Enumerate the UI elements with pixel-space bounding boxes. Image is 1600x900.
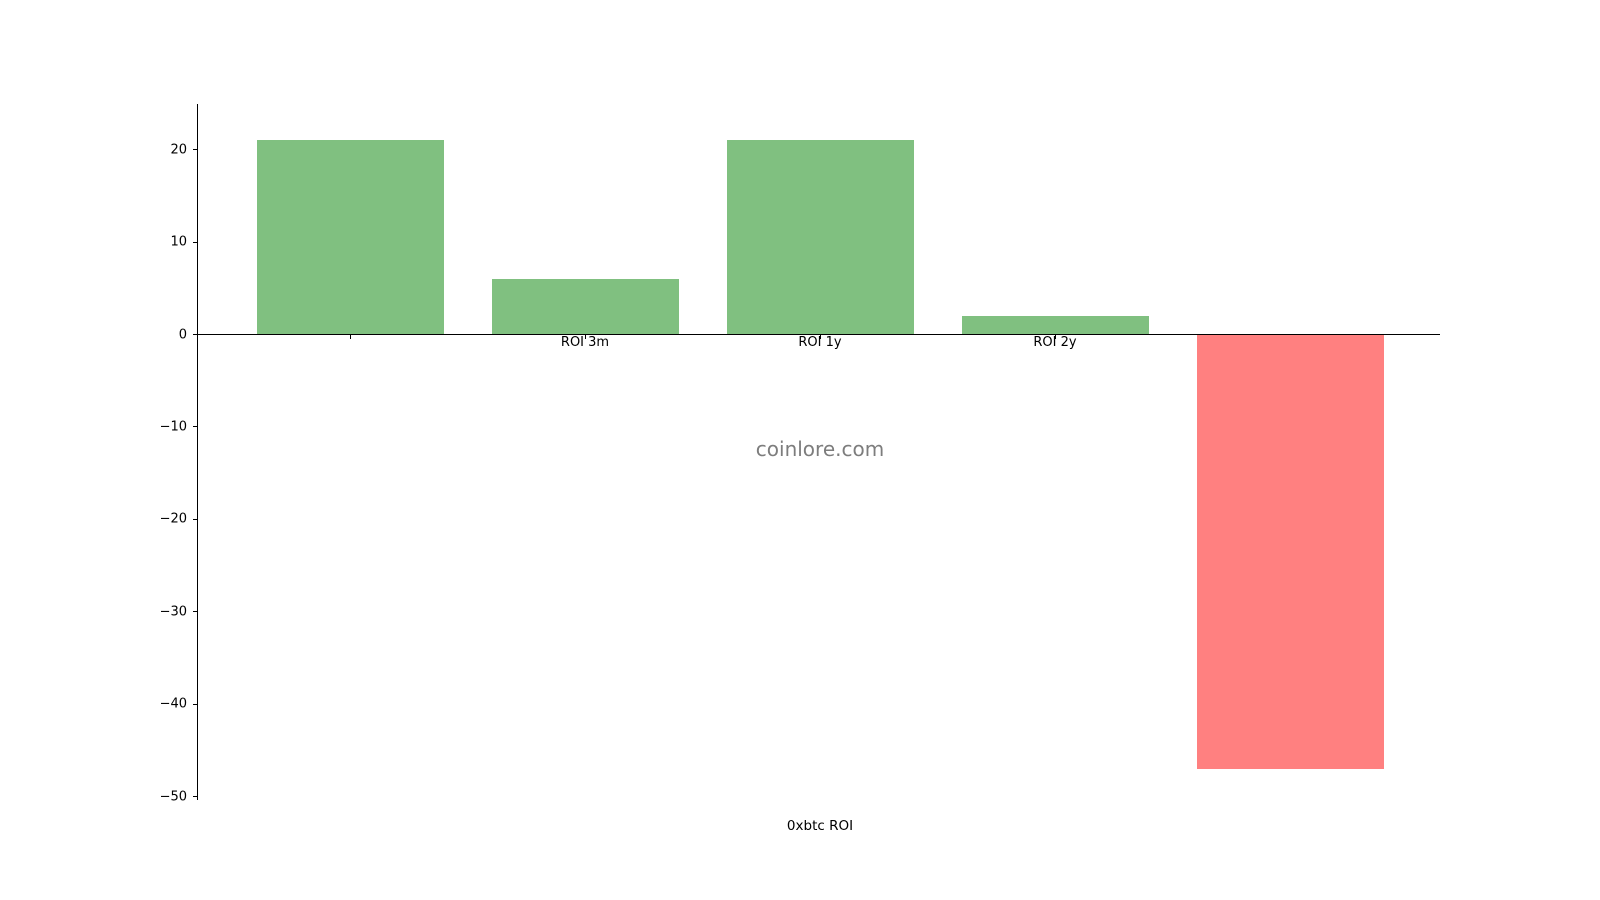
y-tick-label: −20: [159, 511, 187, 527]
y-tick-label: −50: [159, 789, 187, 804]
x-tick: [350, 335, 351, 339]
bar: [961, 316, 1149, 334]
y-tick-label: 10: [170, 234, 187, 250]
bar: [726, 140, 914, 334]
y-tick: [193, 796, 198, 797]
y-tick: [193, 242, 198, 243]
x-axis-line: [197, 334, 1440, 335]
y-tick-label: −40: [159, 696, 187, 712]
bar: [1196, 335, 1384, 769]
y-tick-label: 0: [178, 327, 187, 342]
x-tick-label: ROI 1y: [798, 335, 842, 350]
x-axis-title: 0xbtc ROI: [786, 818, 854, 834]
y-tick: [193, 704, 198, 705]
watermark: coinlore.com: [755, 437, 885, 461]
x-tick: [820, 335, 821, 339]
x-tick: [585, 335, 586, 339]
y-tick: [193, 334, 198, 335]
y-tick: [193, 426, 198, 427]
y-tick-label: −30: [159, 604, 187, 620]
x-tick-label: ROI 2y: [1033, 335, 1077, 350]
bar: [256, 140, 444, 334]
y-tick: [193, 611, 198, 612]
y-tick: [193, 149, 198, 150]
y-tick: [193, 519, 198, 520]
y-tick-label: −10: [159, 419, 187, 435]
bar: [491, 279, 679, 334]
y-tick-label: 20: [170, 142, 187, 158]
x-tick: [1055, 335, 1056, 339]
x-tick-label: ROI 3m: [560, 335, 610, 350]
y-axis-spine: [197, 104, 198, 800]
